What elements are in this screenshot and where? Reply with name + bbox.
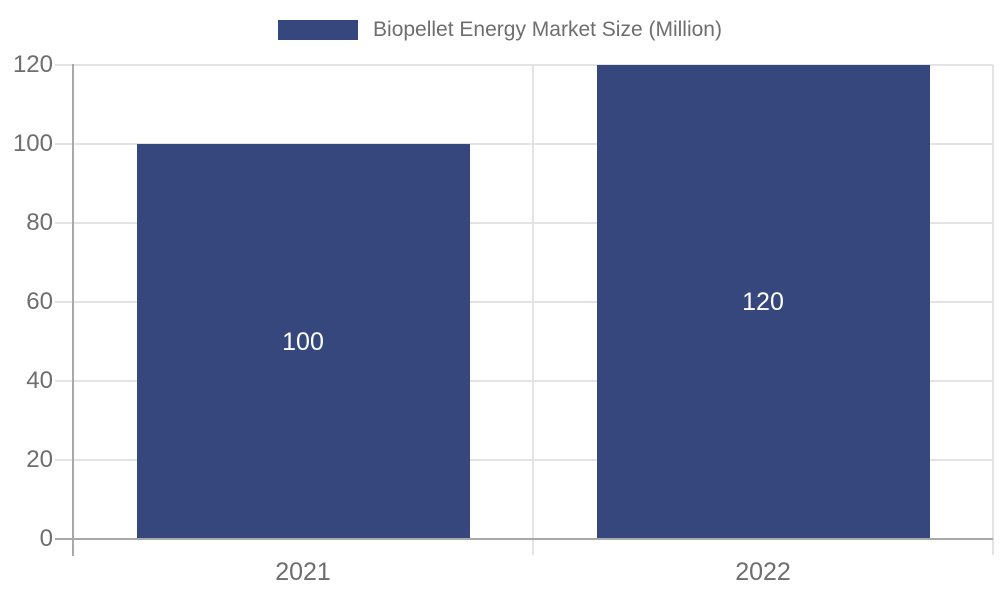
y-tick-label: 120: [12, 51, 53, 78]
y-tick-label: 40: [26, 367, 53, 394]
x-tick-label: 2022: [735, 558, 791, 586]
y-gridline: [55, 380, 993, 382]
x-tick-label: 2021: [275, 558, 331, 586]
x-gridline: [532, 65, 534, 555]
bar-2021: [136, 144, 470, 539]
y-tick-label: 100: [12, 130, 53, 157]
y-tick-label: 20: [26, 446, 53, 473]
y-axis-line: [72, 64, 74, 556]
x-axis-line: [55, 538, 993, 540]
legend-swatch: [278, 20, 359, 40]
legend[interactable]: Biopellet Energy Market Size (Million): [0, 18, 1000, 42]
y-gridline: [55, 64, 993, 66]
y-gridline: [55, 459, 993, 461]
y-gridline: [55, 143, 993, 145]
bar-value-label: 100: [282, 327, 324, 356]
y-gridline: [55, 301, 993, 303]
bar-value-label: 120: [742, 288, 784, 316]
y-tick-label: 60: [26, 288, 53, 315]
y-gridline: [55, 222, 993, 224]
y-tick-label: 0: [39, 525, 53, 552]
y-tick-label: 80: [26, 209, 53, 236]
bar-2022: [596, 65, 930, 539]
x-gridline: [992, 65, 994, 555]
legend-label: Biopellet Energy Market Size (Million): [373, 18, 722, 41]
